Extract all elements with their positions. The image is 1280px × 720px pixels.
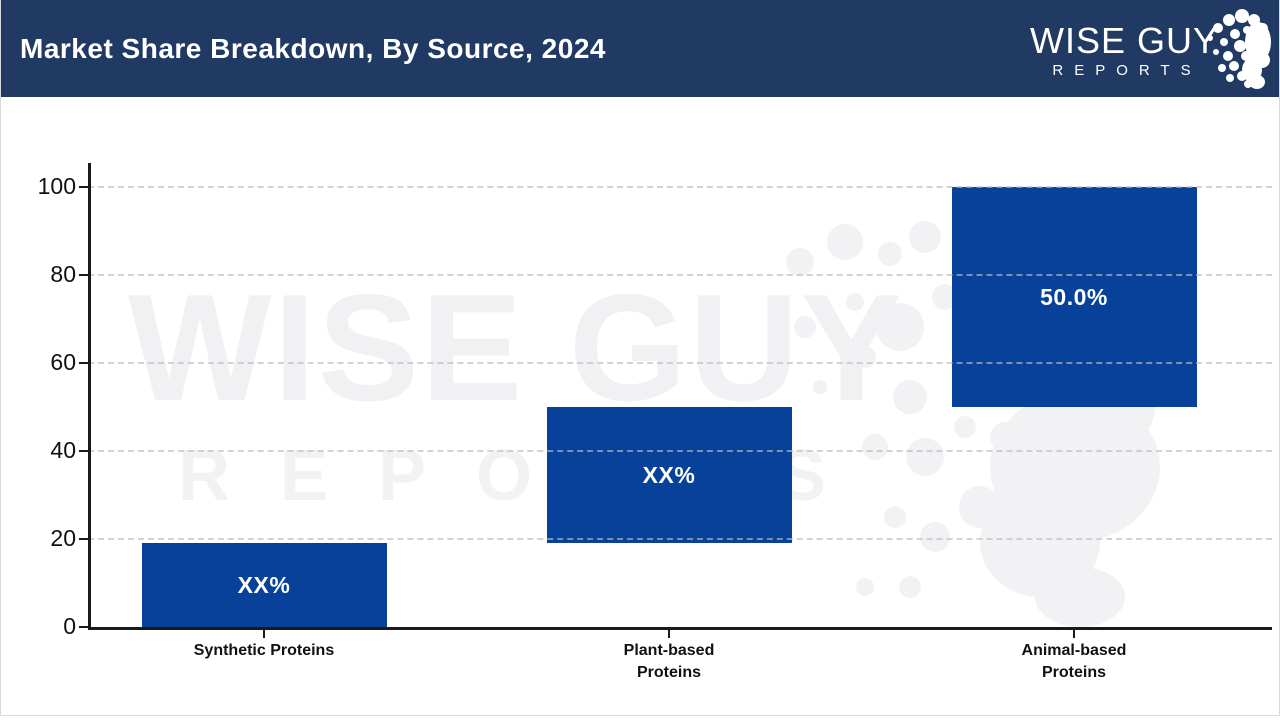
category-label-1: Synthetic Proteins xyxy=(193,642,335,659)
bar-1: XX% xyxy=(141,543,387,627)
logo-subtitle: REPORTS xyxy=(1052,61,1202,79)
category-label-2: Plant-based Proteins xyxy=(623,642,715,681)
y-tick-100 xyxy=(79,186,88,188)
y-tick-label-40: 40 xyxy=(50,437,76,463)
x-tick-2 xyxy=(668,630,670,638)
gridline-40 xyxy=(88,450,1272,452)
category-label-3: Animal-based Proteins xyxy=(1021,642,1127,681)
y-tick-20 xyxy=(79,538,88,540)
y-axis-line xyxy=(88,163,91,630)
gridline-100 xyxy=(88,186,1272,188)
bar-2: XX% xyxy=(546,407,792,544)
logo-text: WISE GUY REPORTS xyxy=(1029,19,1218,79)
bar-value-label-2: XX% xyxy=(642,461,696,488)
x-tick-1 xyxy=(263,630,265,638)
bar-value-label-1: XX% xyxy=(237,571,291,598)
y-tick-80 xyxy=(79,274,88,276)
wise-guy-logo: WISE GUY REPORTS xyxy=(1030,8,1272,92)
logo-face-icon xyxy=(1207,9,1271,89)
x-tick-3 xyxy=(1073,630,1075,638)
y-tick-60 xyxy=(79,362,88,364)
gridline-80 xyxy=(88,274,1272,276)
y-tick-label-80: 80 xyxy=(50,261,76,287)
bar-3: 50.0% xyxy=(951,187,1197,407)
bar-value-label-3: 50.0% xyxy=(1040,283,1108,310)
y-tick-40 xyxy=(79,450,88,452)
y-tick-label-60: 60 xyxy=(50,349,76,375)
page-title: Market Share Breakdown, By Source, 2024 xyxy=(20,32,606,64)
y-tick-0 xyxy=(79,626,88,628)
gridline-20 xyxy=(88,538,1272,540)
header-bar: Market Share Breakdown, By Source, 2024 … xyxy=(0,0,1280,97)
watermark-text-1: WISE GUY xyxy=(128,263,905,433)
x-axis-line xyxy=(88,627,1272,630)
y-tick-label-100: 100 xyxy=(37,173,76,199)
gridline-60 xyxy=(88,362,1272,364)
logo-name: WISE GUY xyxy=(1029,19,1218,61)
y-tick-label-20: 20 xyxy=(50,525,76,551)
y-tick-label-0: 0 xyxy=(63,613,76,639)
